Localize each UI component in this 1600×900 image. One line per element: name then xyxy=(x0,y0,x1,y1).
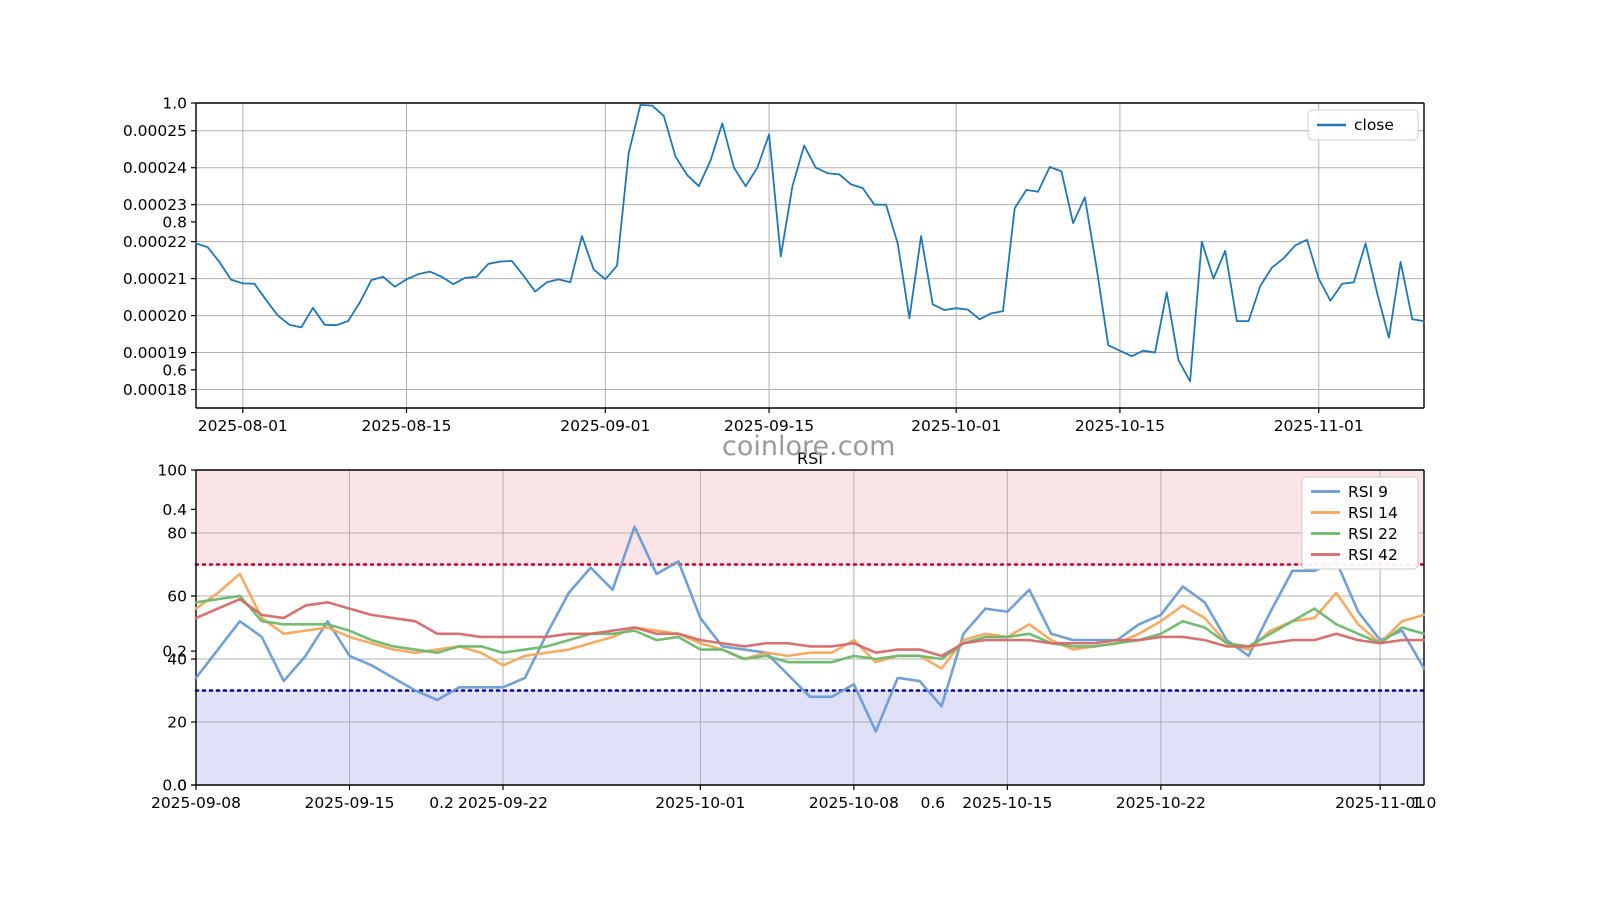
rsi-line-rsi-9 xyxy=(194,525,1426,733)
price-x-tick-label: 2025-08-15 xyxy=(361,417,451,435)
rsi-line-rsi-42 xyxy=(194,597,1426,658)
rsi-x-tick-label-secondary: 0.6 xyxy=(920,794,945,812)
rsi-y-tick-label: 20 xyxy=(167,714,187,732)
rsi-x-tick-label: 2025-09-22 xyxy=(458,794,548,812)
price-x-tick-label: 2025-11-01 xyxy=(1274,417,1364,435)
rsi-y-tick-label: 60 xyxy=(167,588,187,606)
rsi-y-tick-label-secondary: 0.2 xyxy=(162,643,187,661)
price-legend[interactable]: close xyxy=(1307,109,1419,141)
price-y-tick-label-secondary: 0.6 xyxy=(162,361,187,379)
price-x-tick-label: 2025-09-01 xyxy=(560,417,650,435)
price-y-tick-label: 0.00022 xyxy=(123,233,187,251)
price-x-tick-label: 2025-09-15 xyxy=(724,417,814,435)
close-price-line xyxy=(195,103,1425,383)
price-y-tick-label: 0.00025 xyxy=(123,122,187,140)
price-x-tick-label: 2025-08-01 xyxy=(198,417,288,435)
rsi-line-rsi-14 xyxy=(194,572,1426,670)
rsi-legend[interactable]: RSI 9 RSI 14 RSI 22 RSI 42 xyxy=(1301,476,1419,570)
rsi-x-tick-label: 2025-11-01 xyxy=(1335,794,1425,812)
rsi-y-tick-label: 0 xyxy=(177,777,187,795)
rsi-x-tick-label: 2025-09-08 xyxy=(151,794,241,812)
watermark: coinlore.com xyxy=(722,431,895,462)
watermark-label: coinlore.com xyxy=(722,431,896,462)
rsi-line-rsi-22 xyxy=(194,594,1426,664)
price-y-tick-label: 0.00018 xyxy=(123,381,187,399)
rsi-x-tick-label: 2025-10-01 xyxy=(655,794,745,812)
price-x-tick-label: 2025-10-15 xyxy=(1075,417,1165,435)
legend-label-rsi-14: RSI 14 xyxy=(1348,504,1398,522)
oversold-band xyxy=(196,690,1424,785)
rsi-y-tick-label: 100 xyxy=(157,462,187,480)
rsi-y-tick-label: 80 xyxy=(167,525,187,543)
price-y-tick-label: 0.00023 xyxy=(123,196,187,214)
legend-label-rsi-42: RSI 42 xyxy=(1348,546,1398,564)
rsi-x-tick-label-secondary: 1.0 xyxy=(1412,794,1437,812)
rsi-panel-title: RSI xyxy=(797,449,823,468)
legend-label-rsi-9: RSI 9 xyxy=(1348,483,1388,501)
rsi-x-tick-label: 2025-10-22 xyxy=(1116,794,1206,812)
rsi-x-tick-label-secondary: 0.2 xyxy=(429,794,454,812)
rsi-x-tick-label: 2025-09-15 xyxy=(304,794,394,812)
legend-label-rsi-22: RSI 22 xyxy=(1348,525,1398,543)
price-chart-panel: 0.00018 0.00019 0.00020 0.00021 0.00022 0.000… xyxy=(123,95,1425,435)
price-y-tick-label: 0.00021 xyxy=(123,270,187,288)
overbought-band xyxy=(196,470,1424,565)
rsi-y-tick-label-secondary: 0.0 xyxy=(162,777,187,795)
price-y-tick-label: 0.00024 xyxy=(123,159,187,177)
price-y-tick-label: 0.00019 xyxy=(123,344,187,362)
rsi-y-tick-label: 40 xyxy=(167,651,187,669)
price-y-tick-label: 0.00020 xyxy=(123,307,187,325)
price-y-tick-label-secondary: 0.8 xyxy=(162,213,187,231)
rsi-y-tick-label-secondary: 0.4 xyxy=(162,501,187,519)
legend-label-close: close xyxy=(1354,116,1394,134)
rsi-x-tick-label: 2025-10-08 xyxy=(809,794,899,812)
rsi-x-tick-label: 2025-10-15 xyxy=(962,794,1052,812)
price-y-tick-label-secondary: 1.0 xyxy=(162,95,187,113)
price-x-tick-label: 2025-10-01 xyxy=(911,417,1001,435)
